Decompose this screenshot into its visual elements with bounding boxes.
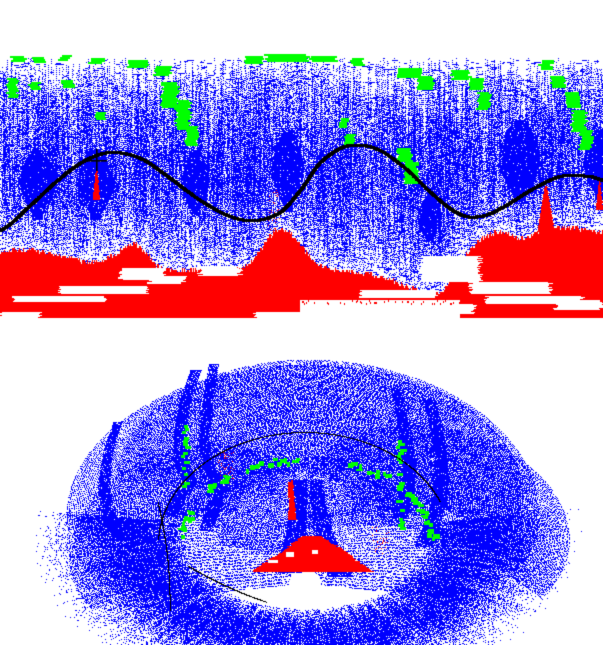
perspective-projection-panel [0, 330, 603, 645]
perspective-projection-canvas [0, 330, 603, 645]
flat-projection-canvas [0, 0, 603, 330]
flat-projection-panel [0, 0, 603, 330]
